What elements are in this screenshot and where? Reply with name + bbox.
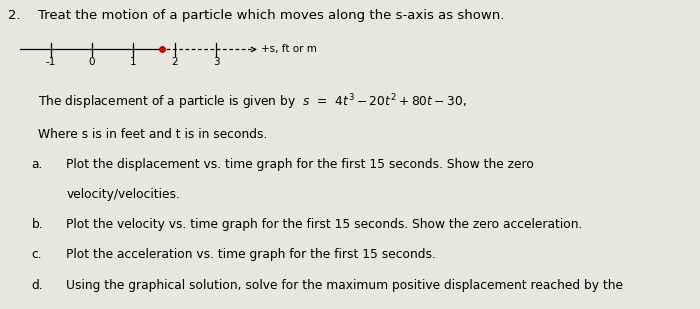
Text: 1: 1 <box>130 57 136 67</box>
Text: d.: d. <box>32 279 43 292</box>
Text: +s, ft or m: +s, ft or m <box>261 44 317 54</box>
Text: Using the graphical solution, solve for the maximum positive displacement reache: Using the graphical solution, solve for … <box>66 279 624 292</box>
Text: c.: c. <box>32 248 42 261</box>
Text: Where s is in feet and t is in seconds.: Where s is in feet and t is in seconds. <box>38 128 268 141</box>
Text: 2: 2 <box>172 57 178 67</box>
Text: velocity/velocities.: velocity/velocities. <box>66 188 181 201</box>
Text: The displacement of a particle is given by  $s$  =  $4t^3 - 20t^2 + 80t - 30$,: The displacement of a particle is given … <box>38 93 467 112</box>
Text: b.: b. <box>32 218 43 231</box>
Text: Plot the acceleration vs. time graph for the first 15 seconds.: Plot the acceleration vs. time graph for… <box>66 248 436 261</box>
Text: -1: -1 <box>46 57 56 67</box>
Text: Treat the motion of a particle which moves along the s-axis as shown.: Treat the motion of a particle which mov… <box>38 9 505 22</box>
Text: 0: 0 <box>89 57 95 67</box>
Text: Plot the displacement vs. time graph for the first 15 seconds. Show the zero: Plot the displacement vs. time graph for… <box>66 158 534 171</box>
Text: Plot the velocity vs. time graph for the first 15 seconds. Show the zero acceler: Plot the velocity vs. time graph for the… <box>66 218 583 231</box>
Text: 2.: 2. <box>8 9 21 22</box>
Text: a.: a. <box>32 158 43 171</box>
Text: 3: 3 <box>213 57 220 67</box>
